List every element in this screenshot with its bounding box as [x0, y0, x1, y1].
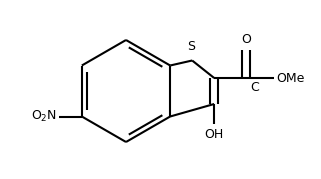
Text: OH: OH	[204, 128, 224, 141]
Text: O$_2$N: O$_2$N	[31, 109, 57, 124]
Text: C: C	[250, 81, 259, 94]
Text: OMe: OMe	[276, 71, 305, 84]
Text: S: S	[187, 40, 195, 54]
Text: O: O	[241, 33, 251, 46]
